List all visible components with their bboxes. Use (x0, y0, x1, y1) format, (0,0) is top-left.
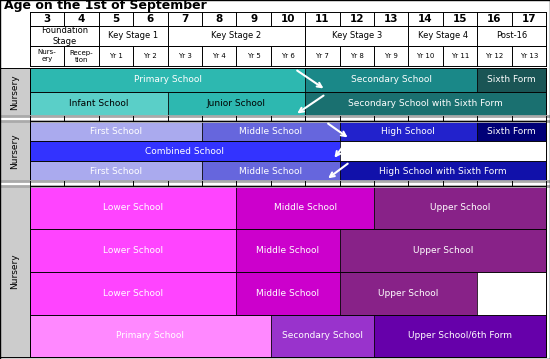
Text: Primary School: Primary School (117, 331, 184, 340)
Text: Middle School: Middle School (274, 203, 337, 212)
Text: High School: High School (382, 126, 436, 135)
Text: 3: 3 (43, 14, 51, 24)
Text: 11: 11 (315, 14, 329, 24)
Text: Key Stage 2: Key Stage 2 (211, 32, 261, 41)
Text: Yr 3: Yr 3 (178, 53, 192, 59)
Text: Junior School: Junior School (207, 99, 266, 108)
Bar (202, 121, 339, 141)
Text: 13: 13 (384, 14, 398, 24)
Text: 4: 4 (78, 14, 85, 24)
Text: Nursery: Nursery (10, 74, 19, 110)
Bar (0, 186, 30, 357)
Bar (236, 272, 339, 315)
Bar (305, 68, 477, 92)
Text: Nursery: Nursery (10, 133, 19, 169)
Text: Key Stage 4: Key Stage 4 (418, 32, 468, 41)
Text: First School: First School (90, 126, 142, 135)
Text: Secondary School: Secondary School (351, 75, 432, 84)
Bar (271, 315, 374, 357)
Text: Yr 4: Yr 4 (212, 53, 226, 59)
Bar (236, 186, 374, 229)
Text: Nurs-
ery: Nurs- ery (38, 50, 57, 62)
Text: 17: 17 (521, 14, 536, 24)
Text: Yr 9: Yr 9 (384, 53, 398, 59)
Text: Yr 2: Yr 2 (144, 53, 157, 59)
Bar (30, 272, 236, 315)
Bar (30, 229, 236, 272)
Bar (339, 121, 477, 141)
Text: High School with Sixth Form: High School with Sixth Form (379, 167, 507, 176)
Bar (374, 315, 546, 357)
Text: Yr 5: Yr 5 (247, 53, 261, 59)
Text: Sixth Form: Sixth Form (487, 126, 536, 135)
Bar (339, 272, 477, 315)
Text: Yr 7: Yr 7 (316, 53, 329, 59)
Text: Foundation
Stage: Foundation Stage (41, 26, 88, 46)
Text: 16: 16 (487, 14, 502, 24)
Text: Upper School: Upper School (430, 203, 490, 212)
Text: 9: 9 (250, 14, 257, 24)
Text: Yr 12: Yr 12 (485, 53, 504, 59)
Text: Secondary School: Secondary School (282, 331, 363, 340)
Bar (477, 121, 546, 141)
Bar (30, 315, 271, 357)
Bar (30, 92, 168, 116)
Text: Primary School: Primary School (134, 75, 202, 84)
Bar (339, 229, 546, 272)
Text: Middle School: Middle School (239, 126, 302, 135)
Bar (168, 92, 305, 116)
Text: 8: 8 (216, 14, 223, 24)
Bar (30, 68, 305, 92)
Text: 5: 5 (112, 14, 120, 24)
Bar (30, 161, 202, 181)
Bar (477, 68, 546, 92)
Text: Lower School: Lower School (103, 203, 163, 212)
Text: Middle School: Middle School (239, 167, 302, 176)
Text: Age on the 1st of September: Age on the 1st of September (4, 0, 207, 13)
Text: Post-16: Post-16 (496, 32, 527, 41)
Text: First School: First School (90, 167, 142, 176)
Bar (236, 229, 339, 272)
Text: Sixth Form: Sixth Form (487, 75, 536, 84)
Bar (305, 92, 546, 116)
Text: Upper School/6th Form: Upper School/6th Form (408, 331, 512, 340)
Text: Yr 1: Yr 1 (109, 53, 123, 59)
Bar (0, 121, 30, 181)
Text: 14: 14 (419, 14, 433, 24)
Bar (339, 161, 546, 181)
Bar (30, 141, 339, 161)
Text: Secondary School with Sixth Form: Secondary School with Sixth Form (348, 99, 503, 108)
Bar (202, 161, 339, 181)
Bar (30, 186, 236, 229)
Text: 15: 15 (453, 14, 468, 24)
Text: Infant School: Infant School (69, 99, 129, 108)
Text: Key Stage 3: Key Stage 3 (332, 32, 382, 41)
Text: Lower School: Lower School (103, 246, 163, 255)
Text: Upper School: Upper School (412, 246, 473, 255)
Text: Yr 6: Yr 6 (281, 53, 295, 59)
Bar (374, 186, 546, 229)
Text: Yr 13: Yr 13 (520, 53, 538, 59)
Text: Yr 10: Yr 10 (416, 53, 435, 59)
Text: Middle School: Middle School (256, 246, 320, 255)
Text: Yr 8: Yr 8 (350, 53, 364, 59)
Text: Combined School: Combined School (145, 146, 224, 155)
Text: Lower School: Lower School (103, 289, 163, 298)
Text: Yr 11: Yr 11 (451, 53, 469, 59)
Text: Key Stage 1: Key Stage 1 (108, 32, 158, 41)
Text: Recep-
tion: Recep- tion (70, 50, 94, 62)
Bar (30, 121, 202, 141)
Text: Upper School: Upper School (378, 289, 438, 298)
Text: Nursery: Nursery (10, 254, 19, 289)
Text: 6: 6 (147, 14, 154, 24)
Text: Middle School: Middle School (256, 289, 320, 298)
Text: 10: 10 (280, 14, 295, 24)
Bar (0, 68, 30, 116)
Text: 7: 7 (181, 14, 189, 24)
Text: 12: 12 (350, 14, 364, 24)
